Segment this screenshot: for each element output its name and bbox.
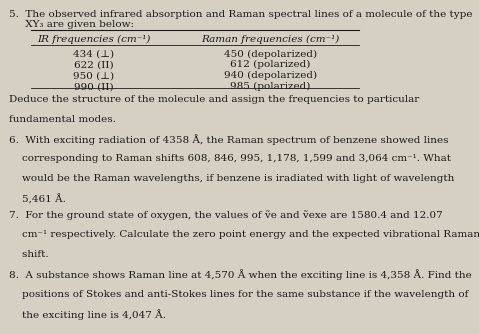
Text: 434 (⊥): 434 (⊥) — [73, 49, 114, 58]
Text: 6.  With exciting radiation of 4358 Å, the Raman spectrum of benzene showed line: 6. With exciting radiation of 4358 Å, th… — [9, 135, 448, 145]
Text: 5,461 Å.: 5,461 Å. — [9, 194, 66, 204]
Text: 612 (polarized): 612 (polarized) — [230, 60, 311, 69]
Text: fundamental modes.: fundamental modes. — [9, 115, 115, 124]
Text: XY₃ are given below:: XY₃ are given below: — [9, 20, 134, 29]
Text: positions of Stokes and anti-Stokes lines for the same substance if the waveleng: positions of Stokes and anti-Stokes line… — [9, 290, 468, 299]
Text: 990 (II): 990 (II) — [74, 82, 114, 91]
Text: 5.  The observed infrared absorption and Raman spectral lines of a molecule of t: 5. The observed infrared absorption and … — [9, 10, 472, 19]
Text: 7.  For the ground state of oxygen, the values of ṽe and ṽexe are 1580.4 and 12.: 7. For the ground state of oxygen, the v… — [9, 210, 443, 220]
Text: 950 (⊥): 950 (⊥) — [73, 71, 114, 80]
Text: 8.  A substance shows Raman line at 4,570 Å when the exciting line is 4,358 Å. F: 8. A substance shows Raman line at 4,570… — [9, 270, 471, 281]
Text: 450 (depolarized): 450 (depolarized) — [224, 49, 317, 58]
Text: 985 (polarized): 985 (polarized) — [230, 82, 311, 91]
Text: corresponding to Raman shifts 608, 846, 995, 1,178, 1,599 and 3,064 cm⁻¹. What: corresponding to Raman shifts 608, 846, … — [9, 154, 451, 163]
Text: the exciting line is 4,047 Å.: the exciting line is 4,047 Å. — [9, 309, 166, 320]
Text: IR frequencies (cm⁻¹): IR frequencies (cm⁻¹) — [37, 34, 150, 44]
Text: Raman frequencies (cm⁻¹): Raman frequencies (cm⁻¹) — [202, 34, 340, 44]
Text: 940 (depolarized): 940 (depolarized) — [224, 71, 317, 80]
Text: shift.: shift. — [9, 250, 48, 259]
Text: cm⁻¹ respectively. Calculate the zero point energy and the expected vibrational : cm⁻¹ respectively. Calculate the zero po… — [9, 230, 479, 239]
Text: 622 (II): 622 (II) — [74, 60, 114, 69]
Text: Deduce the structure of the molecule and assign the frequencies to particular: Deduce the structure of the molecule and… — [9, 95, 419, 104]
Text: would be the Raman wavelengths, if benzene is iradiated with light of wavelength: would be the Raman wavelengths, if benze… — [9, 174, 454, 183]
